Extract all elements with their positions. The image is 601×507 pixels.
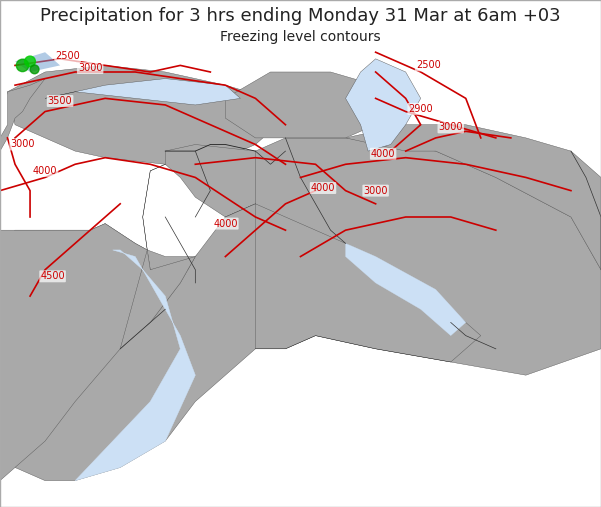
Text: Precipitation for 3 hrs ending Monday 31 Mar at 6am +03: Precipitation for 3 hrs ending Monday 31… [40,7,561,25]
Text: 4000: 4000 [371,149,395,159]
Text: 3500: 3500 [48,96,72,106]
Text: 4000: 4000 [311,183,335,193]
Polygon shape [15,52,60,72]
Polygon shape [75,250,195,481]
Text: 3000: 3000 [439,122,463,132]
Text: 3000: 3000 [10,139,35,150]
Point [25,57,35,65]
Text: 2500: 2500 [416,60,441,70]
Polygon shape [346,243,466,336]
Text: 3000: 3000 [364,186,388,196]
Polygon shape [7,65,285,164]
Polygon shape [0,224,147,507]
Polygon shape [45,79,240,105]
Text: 2900: 2900 [409,104,433,114]
Text: 4000: 4000 [213,219,237,229]
Text: 3000: 3000 [78,63,102,73]
Polygon shape [0,79,45,151]
Polygon shape [0,224,195,349]
Text: 2500: 2500 [55,51,80,61]
Text: 4000: 4000 [33,166,57,176]
Point [30,65,40,74]
Polygon shape [285,125,601,270]
Polygon shape [225,72,406,138]
Text: 4500: 4500 [40,271,65,281]
Point [18,61,28,69]
Polygon shape [143,144,346,270]
Polygon shape [7,138,601,481]
Text: Freezing level contours: Freezing level contours [220,29,381,44]
Polygon shape [346,59,421,151]
